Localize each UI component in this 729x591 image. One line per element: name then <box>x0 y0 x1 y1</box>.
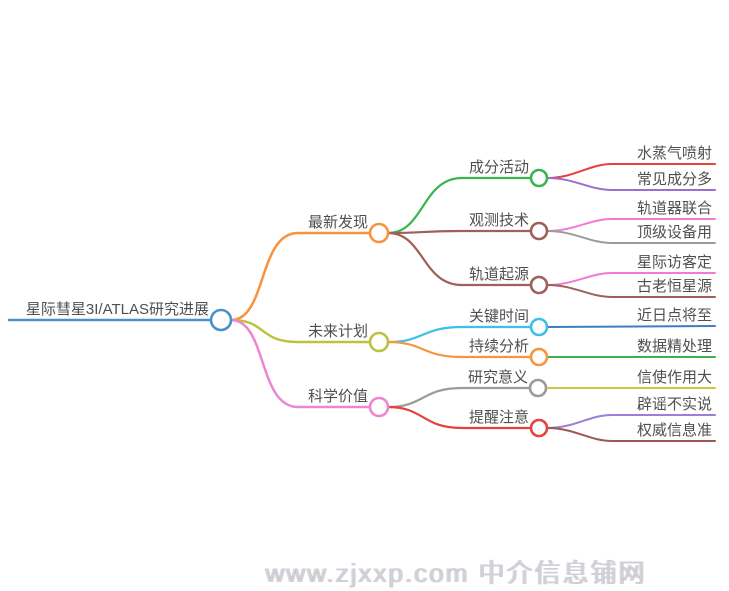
mindmap-node-label[interactable]: 古老恒星源 <box>636 278 712 295</box>
mindmap-node-label[interactable]: 关键时间 <box>468 308 529 325</box>
node-circle[interactable] <box>368 222 390 244</box>
node-circle[interactable] <box>529 168 549 188</box>
branch-line <box>546 325 716 328</box>
mindmap-node-label[interactable]: 近日点将至 <box>636 307 712 324</box>
node-circle[interactable] <box>529 275 549 295</box>
mindmap-node-label[interactable]: 研究意义 <box>467 369 528 386</box>
mindmap-node-label[interactable]: 数据精处理 <box>636 338 712 355</box>
mindmap-node-label[interactable]: 星际访客定 <box>636 254 712 271</box>
branch-line <box>386 340 533 359</box>
branch-line <box>386 405 533 430</box>
branch-line <box>546 427 716 442</box>
node-circle[interactable] <box>209 308 233 332</box>
branch-line <box>229 231 372 322</box>
mindmap-node-label[interactable]: 提醒注意 <box>468 409 529 426</box>
mindmap-node-label[interactable]: 权威信息准 <box>636 422 712 439</box>
mindmap-node-label[interactable]: 辟谣不实说 <box>636 396 712 413</box>
branch-line <box>546 230 716 244</box>
branch-line <box>229 318 372 344</box>
mindmap-node-label[interactable]: 常见成分多 <box>636 171 712 188</box>
branch-line <box>386 229 533 235</box>
mindmap-node-label[interactable]: 成分活动 <box>468 159 529 176</box>
branch-line <box>229 318 372 409</box>
branch-line <box>386 176 533 235</box>
mindmap-node-label[interactable]: 顶级设备用 <box>636 224 712 241</box>
branch-line <box>386 386 532 409</box>
mindmap-node-label[interactable]: 星际彗星3I/ATLAS研究进展 <box>25 301 209 318</box>
mindmap-node-label[interactable]: 轨道器联合 <box>636 200 712 217</box>
node-circle[interactable] <box>529 347 549 367</box>
mindmap-node-label[interactable]: 观测技术 <box>468 212 529 229</box>
mindmap-node-label[interactable]: 最新发现 <box>307 214 368 231</box>
node-circle[interactable] <box>529 317 549 337</box>
mindmap-node-label[interactable]: 水蒸气喷射 <box>636 145 712 162</box>
node-circle[interactable] <box>368 396 390 418</box>
branch-line <box>386 231 533 287</box>
branch-line <box>546 177 716 191</box>
watermark: www.zjxxp.com 中介信息铺网 <box>265 558 647 588</box>
mindmap-node-label[interactable]: 科学价值 <box>307 388 368 405</box>
node-circle[interactable] <box>528 378 548 398</box>
branch-line <box>386 325 533 344</box>
node-circle[interactable] <box>529 221 549 241</box>
mindmap-node-label[interactable]: 信使作用大 <box>636 369 712 386</box>
branch-line <box>546 284 716 298</box>
mindmap-node-label[interactable]: 未来计划 <box>307 323 368 340</box>
node-circle[interactable] <box>529 418 549 438</box>
node-circle[interactable] <box>368 331 390 353</box>
mindmap-node-label[interactable]: 轨道起源 <box>468 266 529 283</box>
mindmap-node-label[interactable]: 持续分析 <box>468 338 529 355</box>
